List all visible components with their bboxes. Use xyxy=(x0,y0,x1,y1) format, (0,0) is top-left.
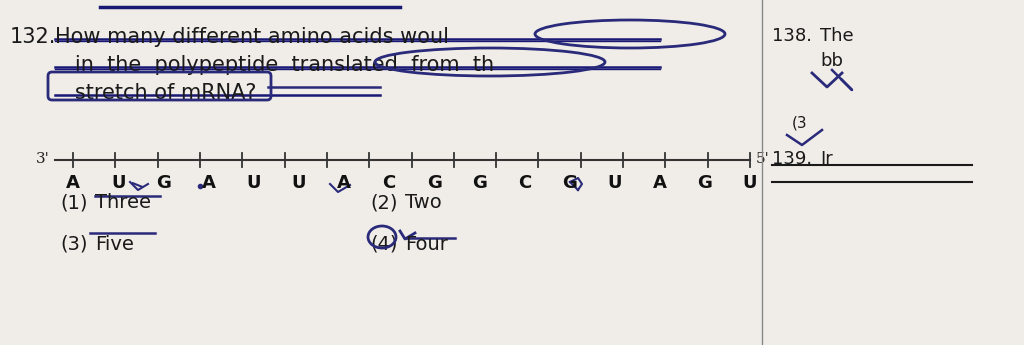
Text: 5': 5' xyxy=(756,152,770,166)
Text: A: A xyxy=(652,174,667,192)
Text: A: A xyxy=(67,174,80,192)
Text: Five: Five xyxy=(95,235,134,254)
Text: 132.: 132. xyxy=(10,27,56,47)
Text: (3: (3 xyxy=(792,115,808,130)
Text: bb: bb xyxy=(820,52,843,70)
Text: Four: Four xyxy=(406,235,447,254)
Text: (3): (3) xyxy=(60,235,87,254)
Text: stretch of mRNA?: stretch of mRNA? xyxy=(55,83,256,103)
Text: (1): (1) xyxy=(60,193,87,212)
Text: How many different amino acids woul: How many different amino acids woul xyxy=(55,27,449,47)
Text: U: U xyxy=(247,174,261,192)
Text: A: A xyxy=(337,174,351,192)
Text: G: G xyxy=(156,174,171,192)
Text: in  the  polypeptide  translated  from  th: in the polypeptide translated from th xyxy=(55,55,495,75)
Text: G: G xyxy=(472,174,486,192)
Text: U: U xyxy=(607,174,622,192)
Text: C: C xyxy=(518,174,531,192)
Text: G: G xyxy=(427,174,441,192)
Text: Two: Two xyxy=(406,193,441,212)
Text: Three: Three xyxy=(95,193,151,212)
Text: (4): (4) xyxy=(370,235,397,254)
Text: G: G xyxy=(562,174,577,192)
Text: Ir: Ir xyxy=(820,150,833,168)
Text: U: U xyxy=(111,174,125,192)
Text: G: G xyxy=(697,174,713,192)
Text: (2): (2) xyxy=(370,193,397,212)
Text: 138.: 138. xyxy=(772,27,812,45)
Text: C: C xyxy=(382,174,395,192)
Text: A: A xyxy=(202,174,215,192)
Text: U: U xyxy=(742,174,758,192)
Text: U: U xyxy=(292,174,306,192)
Text: 3': 3' xyxy=(36,152,50,166)
Text: 139.: 139. xyxy=(772,150,812,168)
Text: The: The xyxy=(820,27,854,45)
